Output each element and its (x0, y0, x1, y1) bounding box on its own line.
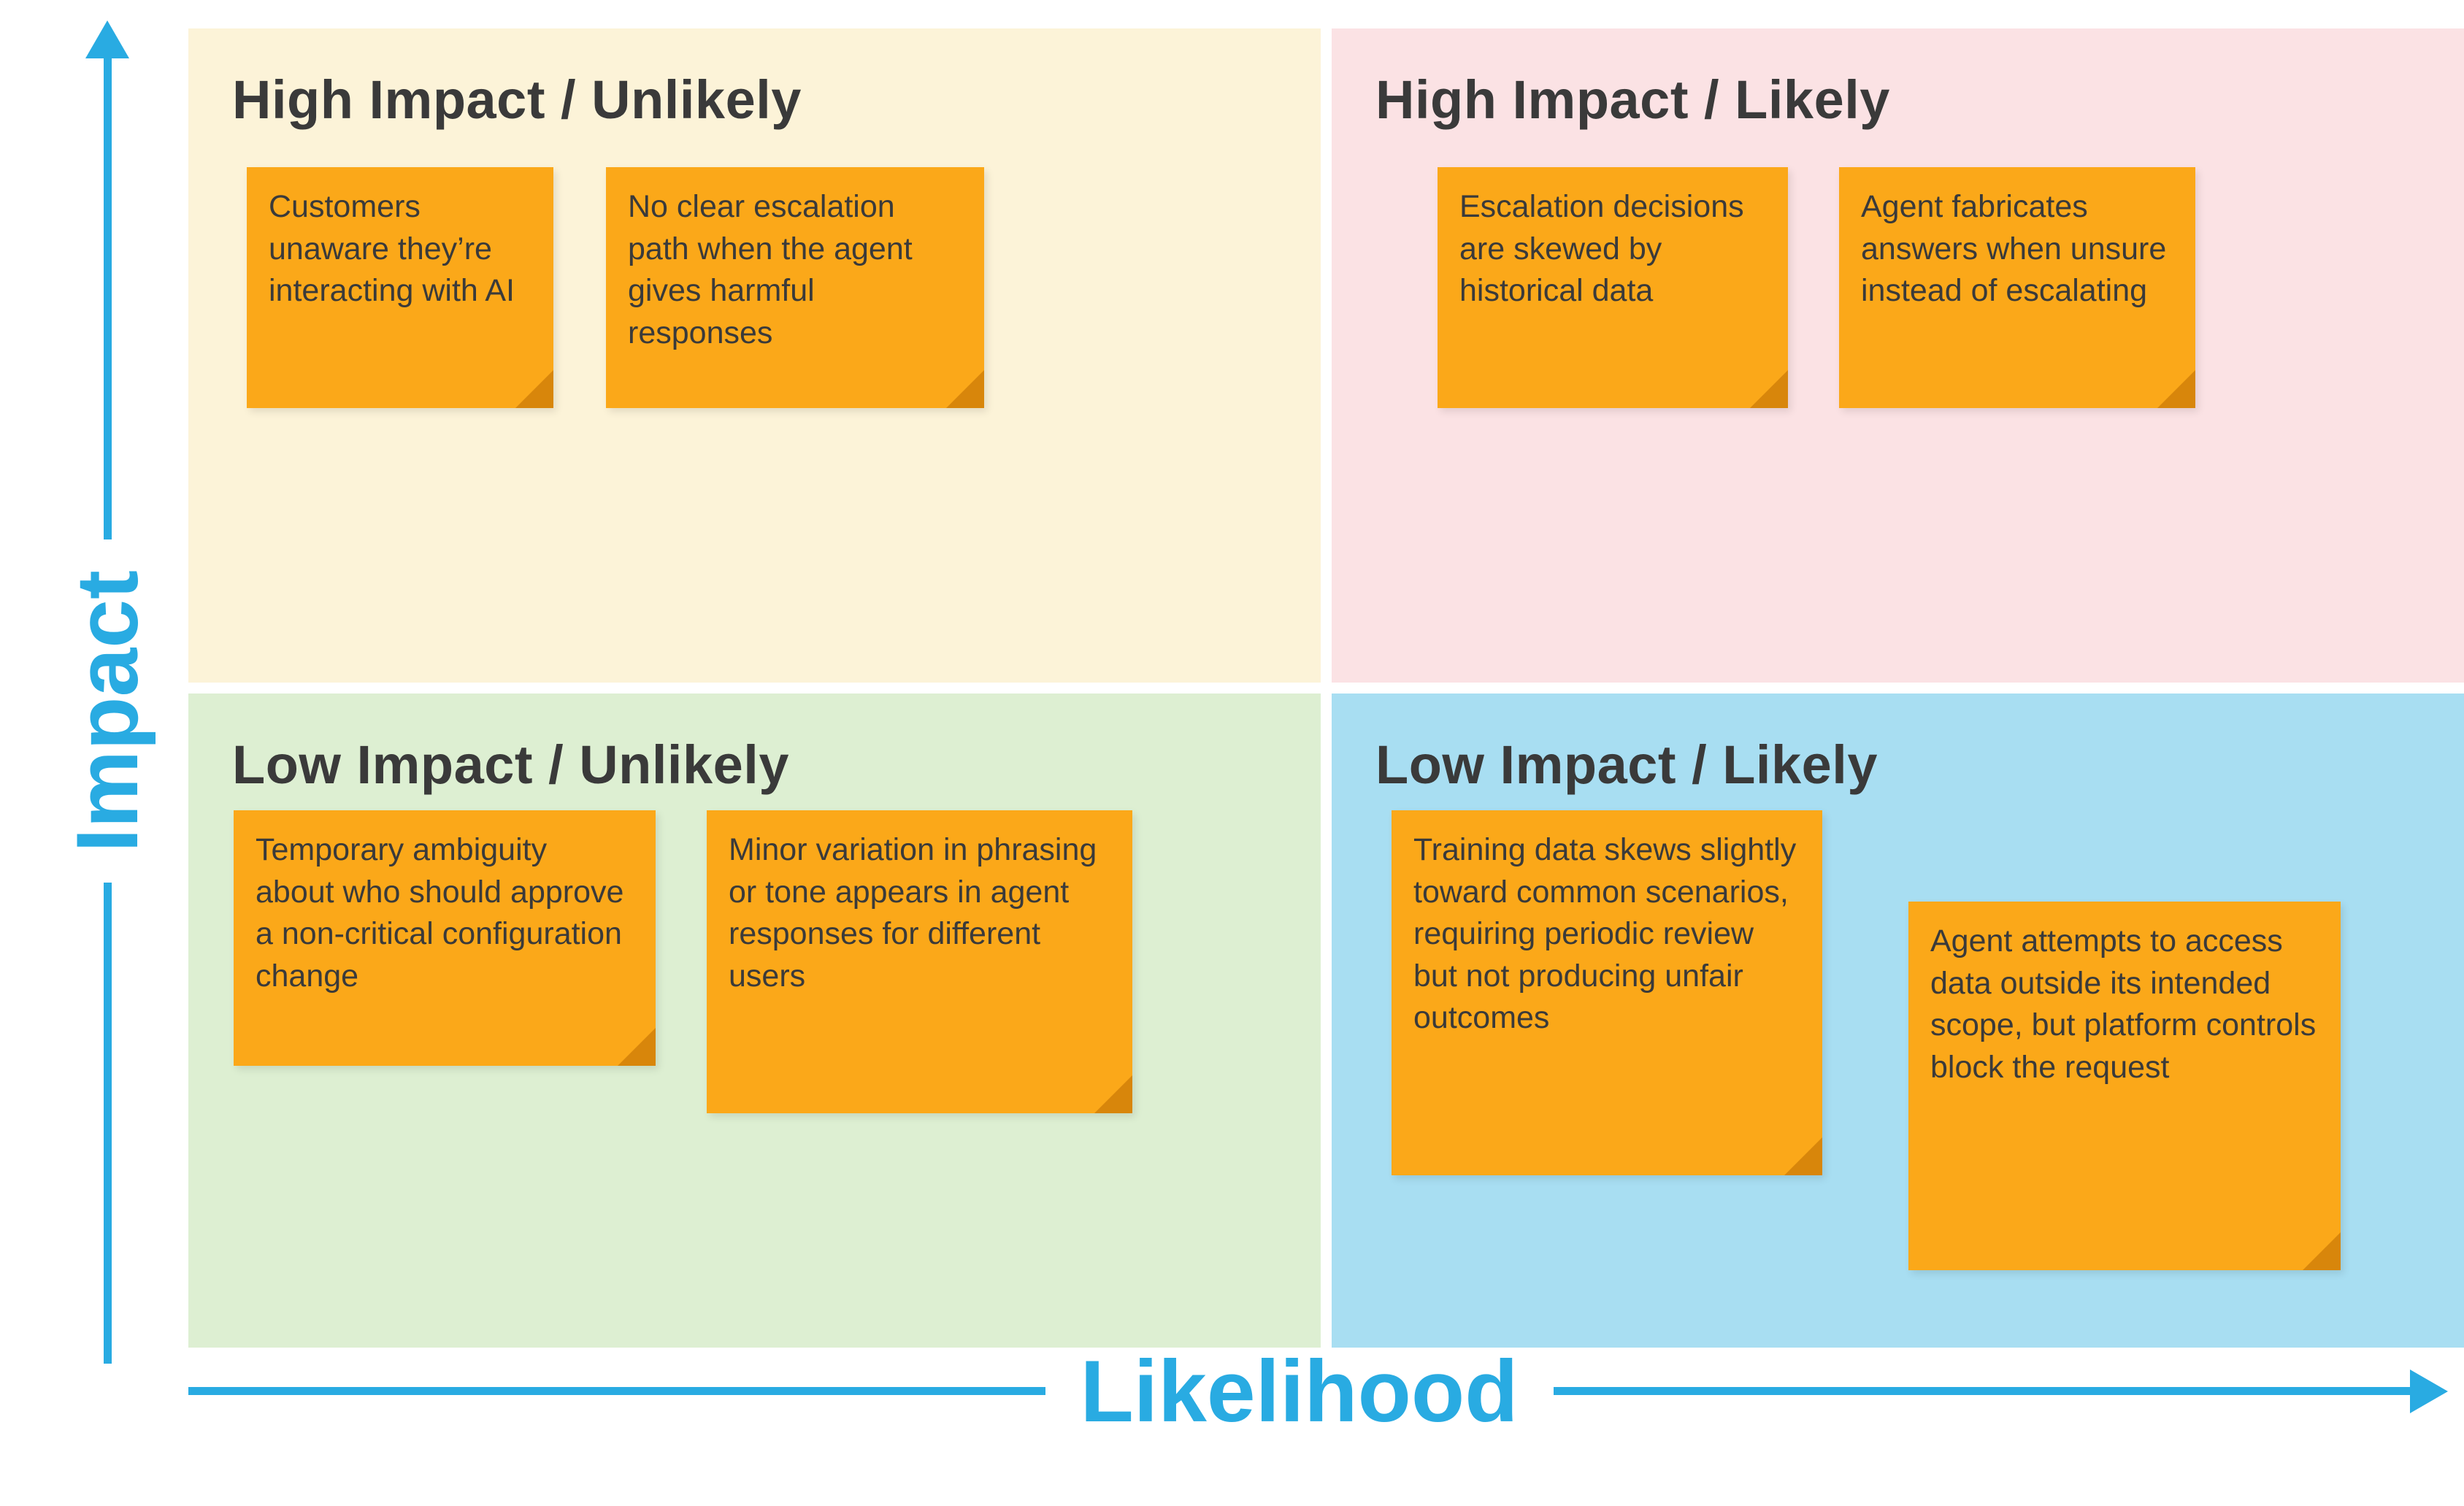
sticky-note-text: Agent fabricates answers when unsure ins… (1861, 189, 2167, 309)
sticky-note-text: Temporary ambiguity about who should app… (256, 832, 624, 994)
x-axis-label: Likelihood (1080, 1342, 1519, 1440)
y-axis-line-lower (103, 883, 112, 1364)
sticky-note: Temporary ambiguity about who should app… (234, 810, 656, 1066)
sticky-note-text: Customers unaware they’re interacting wi… (269, 189, 515, 309)
x-axis-arrow-icon (2410, 1369, 2448, 1413)
y-axis-label: Impact (58, 569, 156, 853)
x-axis-line-right (1553, 1387, 2410, 1395)
y-axis-line-upper (103, 58, 112, 539)
x-axis-line-left (188, 1387, 1045, 1395)
y-axis-arrow-icon (85, 20, 129, 58)
sticky-note-text: Escalation decisions are skewed by histo… (1459, 189, 1744, 309)
sticky-note-text: Training data skews slightly toward comm… (1413, 832, 1797, 1036)
quadrant-low-impact-likely: Low Impact / Likely Training data skews … (1332, 694, 2464, 1348)
sticky-note: Escalation decisions are skewed by histo… (1438, 167, 1788, 408)
sticky-note-text: No clear escalation path when the agent … (628, 189, 913, 350)
sticky-note: Minor variation in phrasing or tone appe… (707, 810, 1132, 1113)
sticky-note: Agent fabricates answers when unsure ins… (1839, 167, 2195, 408)
sticky-note: No clear escalation path when the agent … (606, 167, 984, 408)
quadrant-title: Low Impact / Unlikely (232, 734, 790, 795)
sticky-note: Agent attempts to access data outside it… (1908, 902, 2341, 1270)
quadrant-title: High Impact / Likely (1375, 69, 1890, 130)
quadrant-high-impact-unlikely: High Impact / Unlikely Customers unaware… (188, 28, 1321, 683)
quadrant-title: Low Impact / Likely (1375, 734, 1878, 795)
x-axis: Likelihood (188, 1345, 2448, 1437)
sticky-note: Training data skews slightly toward comm… (1392, 810, 1822, 1175)
quadrant-high-impact-likely: High Impact / Likely Escalation decision… (1332, 28, 2464, 683)
quadrant-grid: High Impact / Unlikely Customers unaware… (188, 28, 2464, 1348)
sticky-note-text: Minor variation in phrasing or tone appe… (729, 832, 1097, 994)
quadrant-title: High Impact / Unlikely (232, 69, 802, 130)
sticky-note-text: Agent attempts to access data outside it… (1930, 923, 2317, 1085)
sticky-note: Customers unaware they’re interacting wi… (247, 167, 553, 408)
quadrant-low-impact-unlikely: Low Impact / Unlikely Temporary ambiguit… (188, 694, 1321, 1348)
y-axis: Impact (58, 20, 156, 1364)
